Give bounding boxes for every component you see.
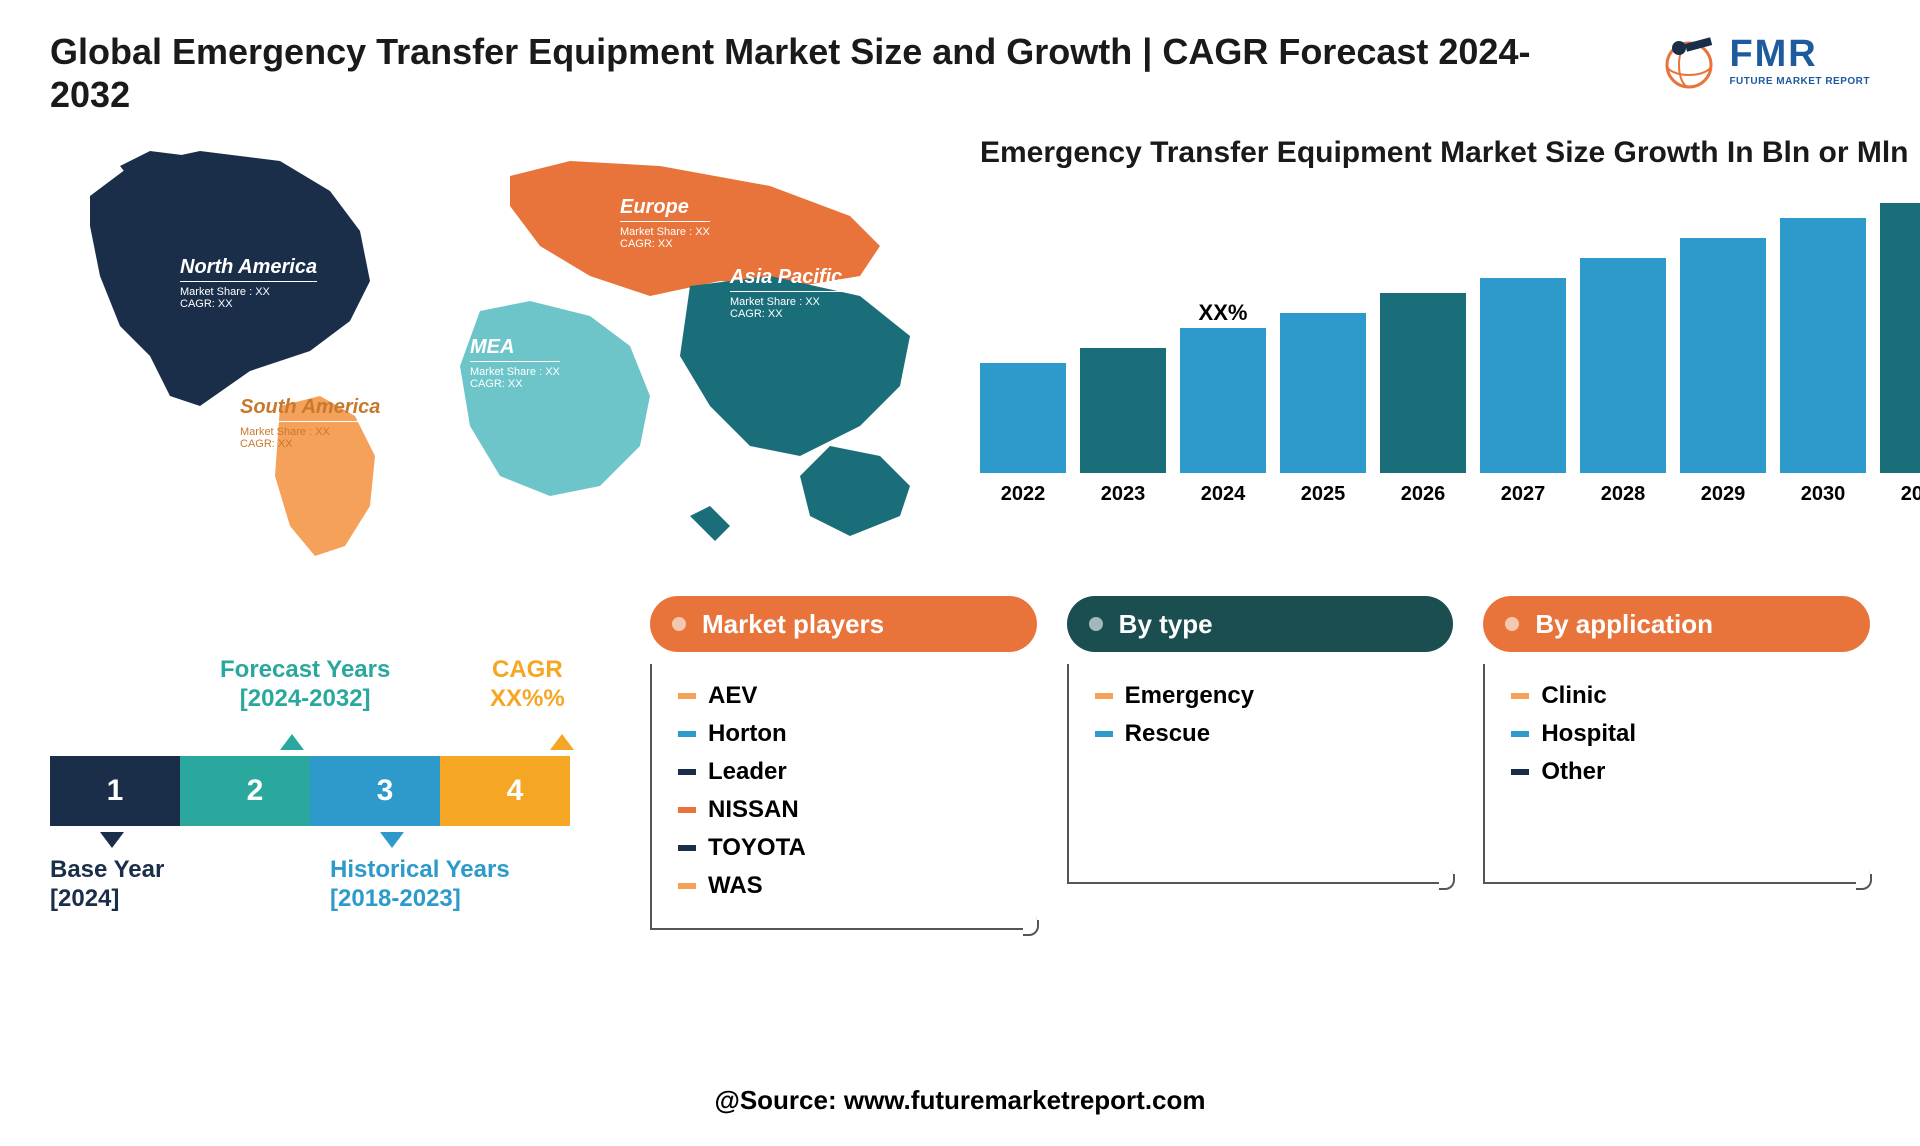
pill-column-2: By application Clinic Hospital Other xyxy=(1483,596,1870,930)
list-item: Horton xyxy=(678,720,1017,748)
region-label-sa: South AmericaMarket Share : XXCAGR: XX xyxy=(240,396,380,450)
tick-icon xyxy=(1095,693,1113,699)
list-item: Hospital xyxy=(1511,720,1850,748)
bar-chart: 20222023XX%20242025202620272028202920302… xyxy=(980,186,1920,506)
list-item-text: TOYOTA xyxy=(708,834,806,862)
list-item-text: Leader xyxy=(708,758,787,786)
region-label-na: North AmericaMarket Share : XXCAGR: XX xyxy=(180,256,317,310)
bar-2024: XX%2024 xyxy=(1180,328,1266,506)
region-mea xyxy=(460,301,650,496)
pill-body: Clinic Hospital Other xyxy=(1483,664,1870,884)
bar-2025: 2025 xyxy=(1280,313,1366,506)
tick-icon xyxy=(678,693,696,699)
pill-header: By application xyxy=(1483,596,1870,652)
bullet-icon xyxy=(1089,617,1103,631)
bar-2026: 2026 xyxy=(1380,293,1466,506)
tick-icon xyxy=(1095,731,1113,737)
list-item-text: AEV xyxy=(708,682,757,710)
bullet-icon xyxy=(672,617,686,631)
timeline-bot-label-0: Base Year[2024] xyxy=(50,856,164,914)
logo-text-sub: FUTURE MARKET REPORT xyxy=(1729,76,1870,87)
tick-icon xyxy=(1511,769,1529,775)
region-label-europe: EuropeMarket Share : XXCAGR: XX xyxy=(620,196,710,250)
chart-title: Emergency Transfer Equipment Market Size… xyxy=(980,136,1920,171)
list-item: Other xyxy=(1511,758,1850,786)
pill-header: By type xyxy=(1067,596,1454,652)
tick-icon xyxy=(678,883,696,889)
bar-year-label: 2031 xyxy=(1901,483,1920,506)
bar-year-label: 2025 xyxy=(1301,483,1346,506)
page-title: Global Emergency Transfer Equipment Mark… xyxy=(50,30,1550,116)
list-item-text: Horton xyxy=(708,720,787,748)
tick-icon xyxy=(678,769,696,775)
list-item-text: WAS xyxy=(708,872,763,900)
pill-header: Market players xyxy=(650,596,1037,652)
list-item: TOYOTA xyxy=(678,834,1017,862)
bar-2028: 2028 xyxy=(1580,258,1666,506)
timeline-top-label-1: CAGRXX%% xyxy=(490,656,565,714)
list-item-text: Rescue xyxy=(1125,720,1210,748)
list-item-text: Emergency xyxy=(1125,682,1254,710)
bar-year-label: 2030 xyxy=(1801,483,1846,506)
bar-annotation: XX% xyxy=(1199,300,1248,326)
pill-title: By type xyxy=(1119,609,1213,640)
list-item-text: Clinic xyxy=(1541,682,1606,710)
list-item: NISSAN xyxy=(678,796,1017,824)
timeline-segment-4: 4 xyxy=(440,756,570,826)
timeline-segment-1: 1 xyxy=(50,756,180,826)
globe-telescope-icon xyxy=(1659,30,1719,90)
tick-icon xyxy=(1511,693,1529,699)
timeline: Forecast Years[2024-2032] CAGRXX%% 1234 B… xyxy=(50,616,610,936)
tick-icon xyxy=(1511,731,1529,737)
tick-icon xyxy=(678,845,696,851)
tick-icon xyxy=(678,807,696,813)
region-label-ap: Asia PacificMarket Share : XXCAGR: XX xyxy=(730,266,842,320)
bar-2029: 2029 xyxy=(1680,238,1766,506)
list-item: Clinic xyxy=(1511,682,1850,710)
bar-year-label: 2022 xyxy=(1001,483,1046,506)
fmr-logo: FMR FUTURE MARKET REPORT xyxy=(1659,30,1870,90)
list-item: AEV xyxy=(678,682,1017,710)
timeline-segment-2: 2 xyxy=(180,756,310,826)
list-item: Emergency xyxy=(1095,682,1434,710)
bullet-icon xyxy=(1505,617,1519,631)
bar-year-label: 2026 xyxy=(1401,483,1446,506)
pill-title: Market players xyxy=(702,609,884,640)
bar-2022: 2022 xyxy=(980,363,1066,506)
logo-text-main: FMR xyxy=(1729,33,1870,76)
triangle-down-icon xyxy=(100,832,124,848)
pill-column-1: By type Emergency Rescue xyxy=(1067,596,1454,930)
list-item-text: Other xyxy=(1541,758,1605,786)
timeline-segment-3: 3 xyxy=(310,756,440,826)
pill-title: By application xyxy=(1535,609,1713,640)
region-label-mea: MEAMarket Share : XXCAGR: XX xyxy=(470,336,560,390)
source-attribution: @Source: www.futuremarketreport.com xyxy=(714,1085,1205,1116)
pill-body: Emergency Rescue xyxy=(1067,664,1454,884)
bar-2030: 2030 xyxy=(1780,218,1866,506)
bar-2023: 2023 xyxy=(1080,348,1166,506)
bar-year-label: 2029 xyxy=(1701,483,1746,506)
pill-body: AEV Horton Leader NISSAN TOYOTA WAS xyxy=(650,664,1037,930)
list-item: Rescue xyxy=(1095,720,1434,748)
triangle-up-icon xyxy=(550,734,574,750)
bar-year-label: 2023 xyxy=(1101,483,1146,506)
bar-chart-section: Emergency Transfer Equipment Market Size… xyxy=(980,136,1920,556)
list-item: WAS xyxy=(678,872,1017,900)
bar-2027: 2027 xyxy=(1480,278,1566,506)
bar-2031: 2031 xyxy=(1880,203,1920,506)
triangle-down-icon xyxy=(380,832,404,848)
bar-year-label: 2028 xyxy=(1601,483,1646,506)
list-item: Leader xyxy=(678,758,1017,786)
tick-icon xyxy=(678,731,696,737)
timeline-top-label-0: Forecast Years[2024-2032] xyxy=(220,656,390,714)
triangle-up-icon xyxy=(280,734,304,750)
list-item-text: Hospital xyxy=(1541,720,1636,748)
timeline-bot-label-1: Historical Years[2018-2023] xyxy=(330,856,510,914)
world-map: North AmericaMarket Share : XXCAGR: XX So… xyxy=(50,136,950,556)
pill-column-0: Market players AEV Horton Leader NISSAN TOYOT… xyxy=(650,596,1037,930)
bar-year-label: 2027 xyxy=(1501,483,1546,506)
bar-year-label: 2024 xyxy=(1201,483,1246,506)
list-item-text: NISSAN xyxy=(708,796,799,824)
